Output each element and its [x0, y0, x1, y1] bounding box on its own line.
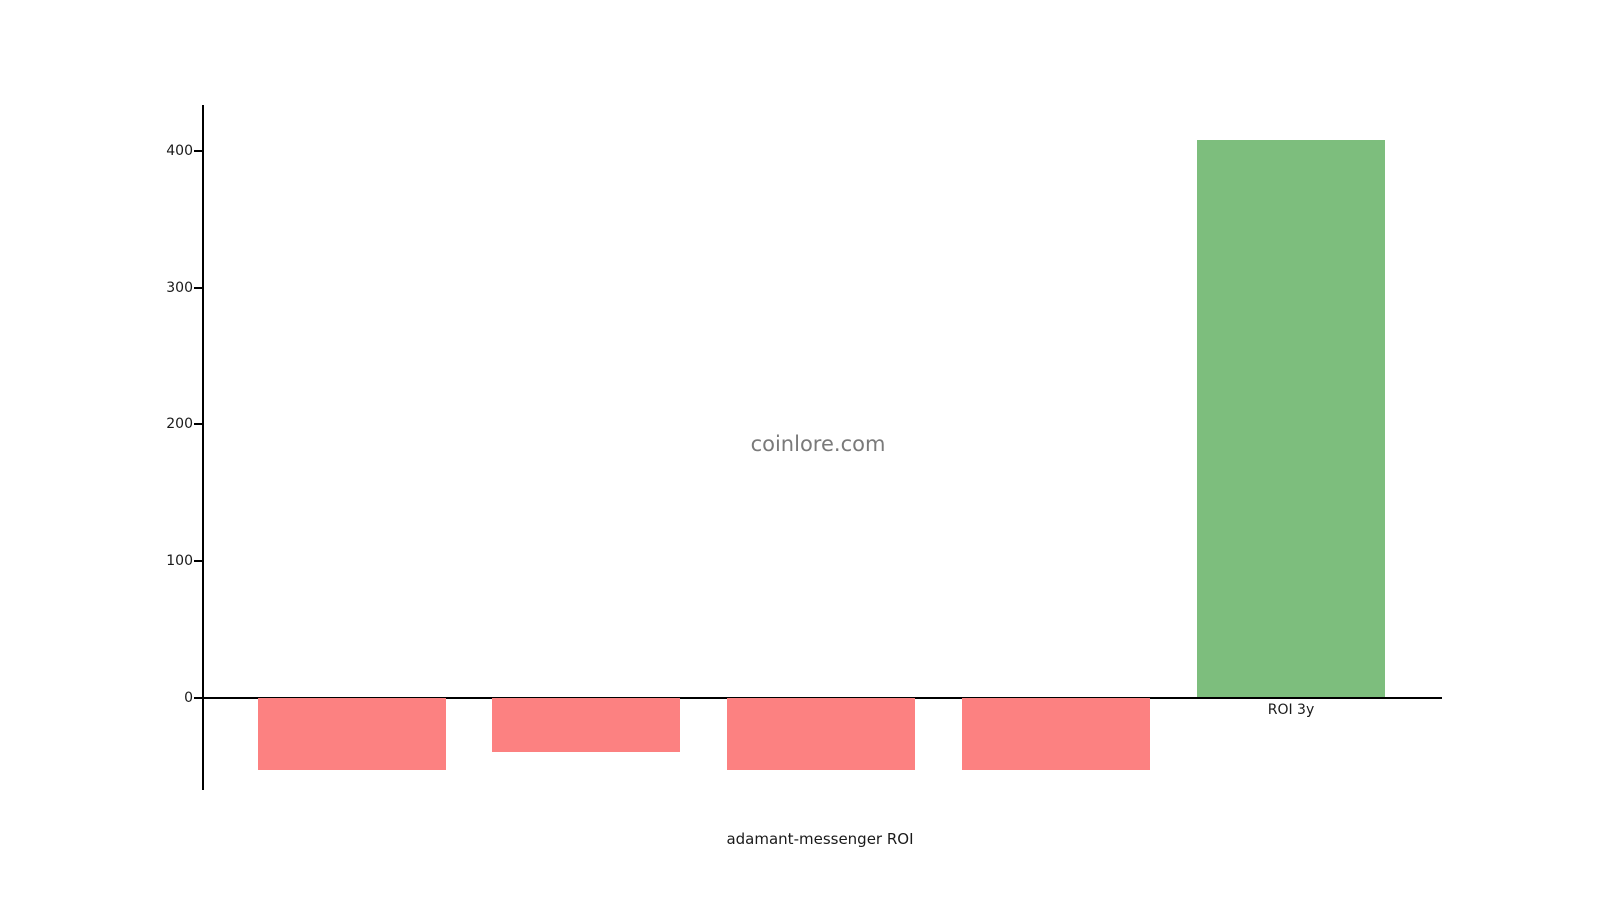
watermark-text: coinlore.com — [750, 432, 886, 456]
y-tick-mark — [194, 696, 202, 699]
y-tick-mark — [194, 286, 202, 289]
chart-title: adamant-messenger ROI — [726, 830, 914, 848]
negative-roi-bar — [257, 697, 446, 770]
y-tick-label: 0 — [184, 689, 193, 706]
y-tick-label: 200 — [166, 416, 193, 433]
negative-roi-bar — [492, 697, 681, 753]
positive-roi-bar — [1197, 140, 1385, 698]
y-tick-mark — [194, 150, 202, 153]
y-tick-mark — [194, 423, 202, 426]
y-axis-line — [202, 105, 204, 790]
y-tick-label: 300 — [166, 279, 193, 296]
x-tick-label: ROI 3y — [1267, 702, 1315, 718]
negative-roi-bar — [962, 697, 1151, 770]
y-tick-label: 400 — [166, 143, 193, 160]
y-tick-label: 100 — [166, 552, 193, 569]
y-tick-mark — [194, 559, 202, 562]
negative-roi-bar — [727, 697, 916, 770]
